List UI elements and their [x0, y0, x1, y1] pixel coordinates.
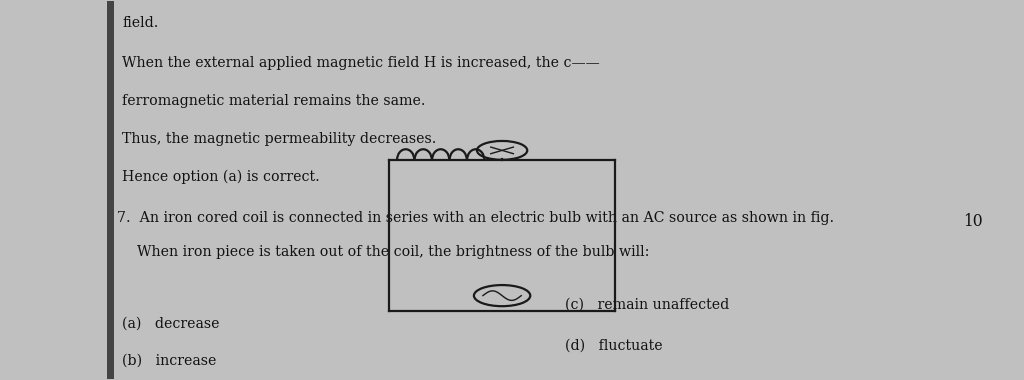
Bar: [108, 2, 114, 378]
Text: (c)   remain unaffected: (c) remain unaffected: [565, 298, 729, 312]
Text: ferromagnetic material remains the same.: ferromagnetic material remains the same.: [122, 94, 426, 108]
Text: Thus, the magnetic permeability decreases.: Thus, the magnetic permeability decrease…: [122, 131, 436, 146]
Text: 7.  An iron cored coil is connected in series with an electric bulb with an AC s: 7. An iron cored coil is connected in se…: [117, 211, 835, 225]
Text: 10: 10: [963, 213, 983, 230]
Text: (d)   fluctuate: (d) fluctuate: [565, 339, 663, 353]
Text: (b)   increase: (b) increase: [122, 354, 216, 368]
Text: Hence option (a) is correct.: Hence option (a) is correct.: [122, 169, 319, 184]
Text: field.: field.: [122, 16, 159, 30]
Text: When iron piece is taken out of the coil, the brightness of the bulb will:: When iron piece is taken out of the coil…: [137, 245, 650, 259]
Text: When the external applied magnetic field H is increased, the c——: When the external applied magnetic field…: [122, 56, 600, 70]
Text: (a)   decrease: (a) decrease: [122, 317, 220, 330]
